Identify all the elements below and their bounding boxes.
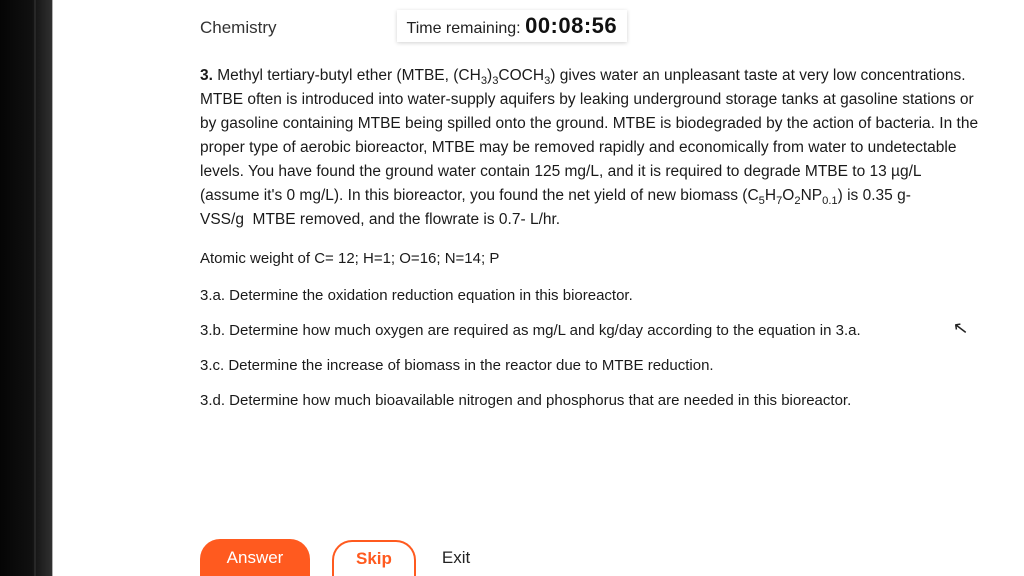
skip-button[interactable]: Skip bbox=[332, 540, 416, 576]
question-body: 3. Methyl tertiary-butyl ether (MTBE, (C… bbox=[200, 64, 990, 232]
atomic-weights: Atomic weight of C= 12; H=1; O=16; N=14;… bbox=[200, 250, 990, 267]
question-number: 3. bbox=[200, 67, 213, 84]
answer-button[interactable]: Answer bbox=[200, 539, 310, 576]
mouse-cursor-icon: ↖ bbox=[952, 317, 970, 340]
time-remaining: Time remaining: 00:08:56 bbox=[397, 10, 628, 42]
question-part-d: 3.d. Determine how much bioavailable nit… bbox=[200, 392, 990, 409]
question-text: Methyl tertiary-butyl ether (MTBE, (CH3)… bbox=[200, 67, 978, 228]
question-page: Chemistry Time remaining: 00:08:56 3. Me… bbox=[60, 0, 1020, 576]
time-value: 00:08:56 bbox=[525, 13, 617, 38]
question-part-a: 3.a. Determine the oxidation reduction e… bbox=[200, 287, 990, 304]
time-label: Time remaining: bbox=[407, 20, 521, 37]
action-bar: Answer Skip Exit bbox=[200, 539, 474, 576]
exit-button[interactable]: Exit bbox=[438, 540, 474, 576]
screen-bezel bbox=[0, 0, 52, 576]
question-part-c: 3.c. Determine the increase of biomass i… bbox=[200, 357, 990, 374]
subject-label: Chemistry bbox=[200, 18, 277, 38]
question-part-b: 3.b. Determine how much oxygen are requi… bbox=[200, 322, 990, 339]
header: Chemistry Time remaining: 00:08:56 bbox=[200, 10, 990, 42]
